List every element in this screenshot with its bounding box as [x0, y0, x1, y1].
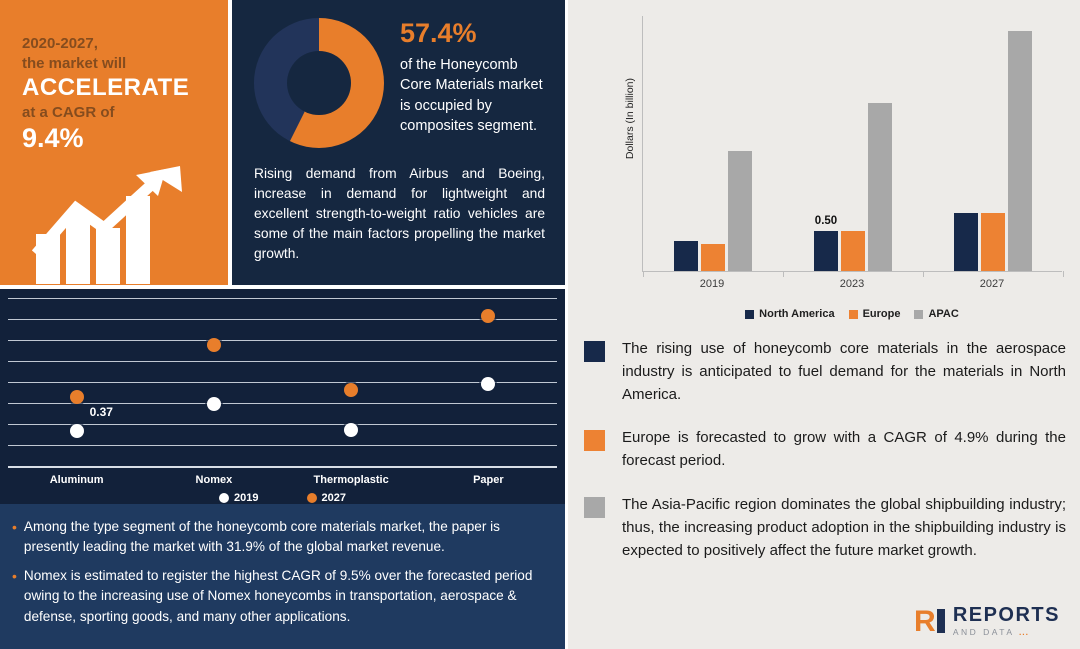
reports-and-data-logo: R REPORTS AND DATA ...	[914, 605, 1060, 637]
insight-text: Europe is forecasted to grow with a CAGR…	[622, 429, 1066, 470]
dot-2027-paper	[481, 308, 496, 323]
svg-text:R: R	[914, 606, 936, 636]
europe-swatch-icon	[584, 430, 605, 452]
logo-dots-icon: ...	[1018, 627, 1030, 637]
bullet-paper-share: • Among the type segment of the honeycom…	[12, 517, 551, 558]
legend-dot-icon	[219, 493, 230, 503]
bullet-icon: •	[12, 567, 17, 584]
insight-north-america: The rising use of honeycomb core materia…	[584, 338, 1066, 406]
bar-europe-2023	[841, 231, 865, 271]
dot-2019-thermoplastic	[344, 422, 359, 437]
market-drivers-paragraph: Rising demand from Airbus and Boeing, in…	[254, 166, 545, 261]
logo-name: REPORTS	[952, 604, 1060, 626]
bullet-nomex-cagr: • Nomex is estimated to register the hig…	[12, 566, 551, 627]
dot-plot-categories: Aluminum Nomex Thermoplastic Paper	[8, 472, 557, 490]
composites-percent: 57.4%	[400, 18, 477, 48]
logo-text: REPORTS AND DATA ...	[953, 605, 1060, 637]
insight-text: The rising use of honeycomb core materia…	[622, 340, 1066, 403]
logo-sub-text: AND DATA	[952, 627, 1015, 637]
dot-plot-area: 0.37	[8, 298, 557, 466]
regional-bar-chart: Dollars (In billion) 0.50 2019 2023 2027 N…	[614, 12, 1070, 332]
legend-label: APAC	[928, 308, 959, 320]
x-axis-label-2019: 2019	[699, 278, 725, 290]
x-axis-tick	[643, 271, 644, 277]
cagr-panel: 2020-2027, the market will ACCELERATE at…	[0, 0, 228, 285]
dot-plot-annotation: 0.37	[89, 405, 113, 420]
legend-square-icon	[848, 309, 858, 319]
x-axis-tick	[923, 271, 924, 277]
dot-2019-aluminum	[69, 424, 84, 439]
donut-caption: 57.4% of the Honeycomb Core Materials ma…	[400, 18, 545, 136]
bar-north-america-2023	[814, 231, 838, 271]
dotplot-legend-2019: 2019	[219, 492, 259, 504]
dot-2027-nomex	[206, 337, 221, 352]
insight-europe: Europe is forecasted to grow with a CAGR…	[584, 427, 1066, 473]
legend-label: Europe	[862, 308, 901, 320]
insight-text: The Asia-Pacific region dominates the gl…	[622, 495, 1066, 559]
regional-panel: Dollars (In billion) 0.50 2019 2023 2027 N…	[568, 0, 1080, 649]
bar-apac-2027	[1008, 31, 1032, 271]
bar-annotation: 0.50	[814, 215, 838, 227]
dot-plot-legend: 2019 2027	[8, 492, 557, 504]
legend-label: North America	[759, 308, 835, 320]
bar-plot-area: 0.50	[642, 16, 1064, 277]
cagr-line2: the market will	[22, 54, 127, 72]
growth-chart-icon	[32, 165, 182, 284]
dot-plot-axis	[8, 466, 557, 468]
bar-europe-2027	[981, 212, 1005, 271]
legend-square-icon	[745, 309, 755, 319]
composites-donut-chart	[254, 18, 384, 148]
bar-legend-apac: APAC	[914, 308, 959, 320]
dotplot-category-nomex: Nomex	[195, 474, 233, 486]
apac-swatch-icon	[584, 496, 605, 518]
cagr-line3: at a CAGR of	[22, 104, 115, 121]
bullet-text: Nomex is estimated to register the highe…	[23, 567, 533, 624]
north-america-swatch-icon	[584, 341, 605, 362]
x-axis-tick	[783, 271, 784, 277]
legend-square-icon	[914, 309, 924, 319]
dot-2019-nomex	[206, 397, 221, 412]
cagr-years: 2020-2027,	[22, 35, 98, 52]
regional-insights: The rising use of honeycomb core materia…	[584, 338, 1066, 583]
dotplot-legend-2027: 2027	[306, 492, 346, 504]
bar-apac-2019	[728, 151, 752, 271]
bar-europe-2019	[701, 243, 725, 271]
dot-2019-paper	[481, 376, 496, 391]
logo-sub: AND DATA ...	[953, 627, 1060, 637]
bar-north-america-2027	[954, 212, 978, 271]
bullet-text: Among the type segment of the honeycomb …	[23, 519, 500, 555]
dotplot-category-paper: Paper	[473, 474, 504, 486]
bar-north-america-2019	[674, 241, 698, 271]
dot-2027-thermoplastic	[344, 383, 359, 398]
x-axis-label-2027: 2027	[979, 278, 1005, 290]
legend-label: 2027	[321, 492, 346, 504]
bar-legend-north-america: North America	[745, 308, 835, 320]
composites-panel: 57.4% of the Honeycomb Core Materials ma…	[232, 0, 565, 285]
bar-apac-2023	[868, 103, 892, 271]
composites-description: of the Honeycomb Core Materials market i…	[400, 57, 543, 134]
x-axis-tick	[1063, 271, 1064, 277]
bar-chart-legend: North America Europe APAC	[642, 308, 1062, 320]
x-axis-labels: 2019 2023 2027	[642, 274, 1062, 290]
legend-label: 2019	[234, 492, 259, 504]
bar-legend-europe: Europe	[848, 308, 901, 320]
dotplot-category-aluminum: Aluminum	[49, 474, 104, 486]
bullet-icon: •	[12, 519, 17, 535]
legend-dot-icon	[306, 493, 317, 503]
donut-row: 57.4% of the Honeycomb Core Materials ma…	[254, 18, 545, 148]
insight-apac: The Asia-Pacific region dominates the gl…	[584, 494, 1066, 562]
y-axis-label: Dollars (In billion)	[624, 78, 636, 160]
x-axis-label-2023: 2023	[839, 278, 865, 290]
logo-icon: R	[914, 606, 945, 636]
cagr-value: 9.4%	[22, 122, 84, 153]
dot-2027-aluminum	[69, 389, 84, 404]
dotplot-category-thermoplastic: Thermoplastic	[313, 474, 389, 486]
cagr-accelerate: ACCELERATE	[22, 74, 190, 101]
dot-plot-panel: 0.37 Aluminum Nomex Thermoplastic Paper 201…	[0, 289, 565, 504]
type-bullets-panel: • Among the type segment of the honeycom…	[0, 504, 565, 649]
